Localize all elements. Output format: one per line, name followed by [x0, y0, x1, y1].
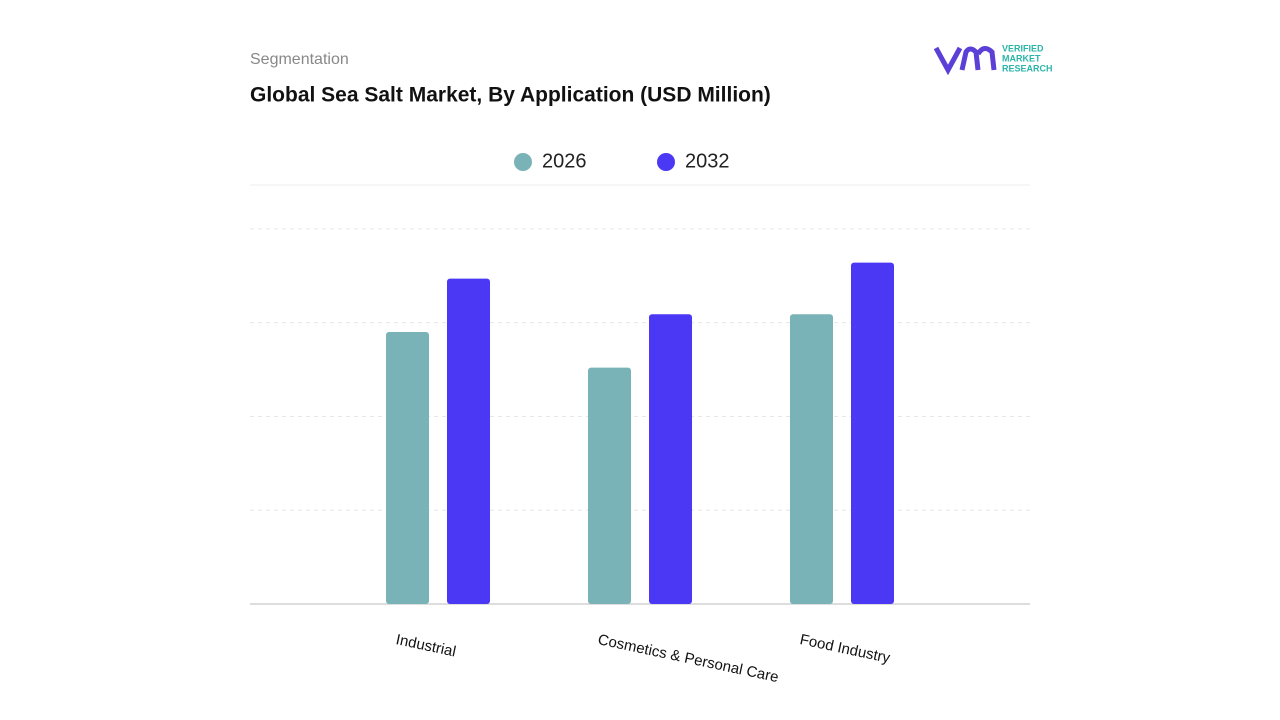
legend-swatch [657, 153, 675, 171]
bar [588, 367, 631, 604]
legend-label: 2026 [542, 150, 587, 172]
bar [447, 278, 490, 604]
logo: VERIFIED MARKET RESEARCH [933, 43, 1053, 76]
legend-swatch [514, 153, 532, 171]
x-tick-label: Industrial [394, 631, 457, 660]
bar [790, 314, 833, 604]
x-tick-label: Food Industry [798, 631, 892, 667]
bar [649, 314, 692, 604]
section-label: Segmentation [250, 51, 349, 68]
logo-text: RESEARCH [1002, 63, 1053, 73]
bar [851, 262, 894, 604]
chart-title: Global Sea Salt Market, By Application (… [250, 84, 771, 107]
x-tick-label: Cosmetics & Personal Care [596, 631, 780, 686]
bar [386, 332, 429, 604]
logo-text: VERIFIED [1002, 43, 1044, 53]
legend-label: 2032 [685, 150, 730, 172]
logo-mark [933, 46, 997, 76]
logo-text: MARKET [1002, 53, 1041, 63]
